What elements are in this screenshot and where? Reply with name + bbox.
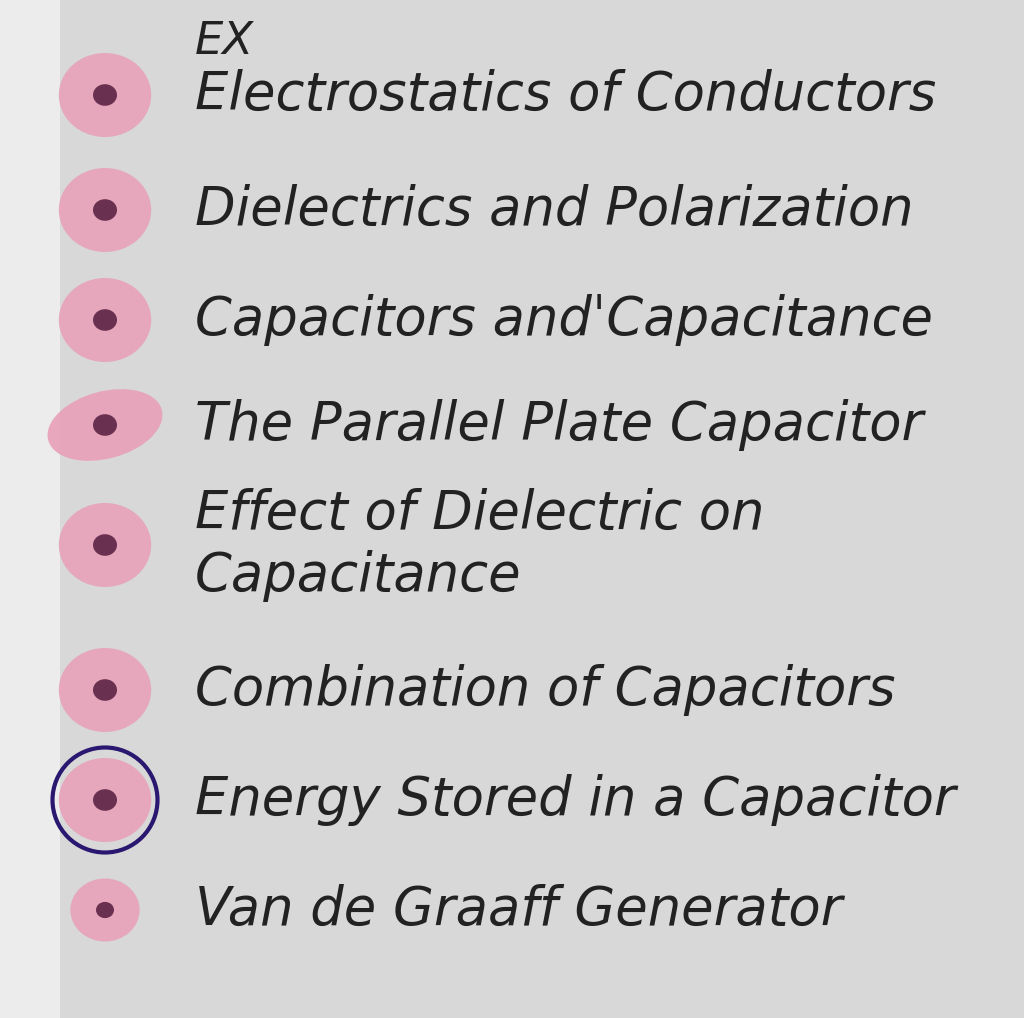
Text: Combination of Capacitors: Combination of Capacitors (195, 664, 896, 716)
Ellipse shape (58, 278, 152, 362)
Ellipse shape (93, 414, 117, 436)
Text: Effect of Dielectric on
Capacitance: Effect of Dielectric on Capacitance (195, 488, 764, 602)
Ellipse shape (93, 309, 117, 331)
Ellipse shape (58, 503, 152, 587)
Ellipse shape (58, 648, 152, 732)
Text: Capacitors andˈCapacitance: Capacitors andˈCapacitance (195, 294, 933, 346)
Ellipse shape (96, 902, 114, 918)
Ellipse shape (93, 200, 117, 221)
Text: EX: EX (195, 20, 254, 63)
Ellipse shape (58, 53, 152, 137)
Ellipse shape (93, 84, 117, 106)
Bar (0, 0, 60, 1018)
Ellipse shape (47, 389, 163, 461)
Text: The Parallel Plate Capacitor: The Parallel Plate Capacitor (195, 399, 924, 451)
Text: Electrostatics of Conductors: Electrostatics of Conductors (195, 69, 936, 121)
Ellipse shape (58, 758, 152, 842)
Ellipse shape (93, 534, 117, 556)
Text: Dielectrics and Polarization: Dielectrics and Polarization (195, 184, 913, 236)
Ellipse shape (58, 168, 152, 252)
Ellipse shape (71, 879, 139, 942)
Ellipse shape (93, 679, 117, 700)
Text: Energy Stored in a Capacitor: Energy Stored in a Capacitor (195, 774, 955, 826)
Text: Van de Graaff Generator: Van de Graaff Generator (195, 884, 843, 936)
Ellipse shape (93, 789, 117, 810)
